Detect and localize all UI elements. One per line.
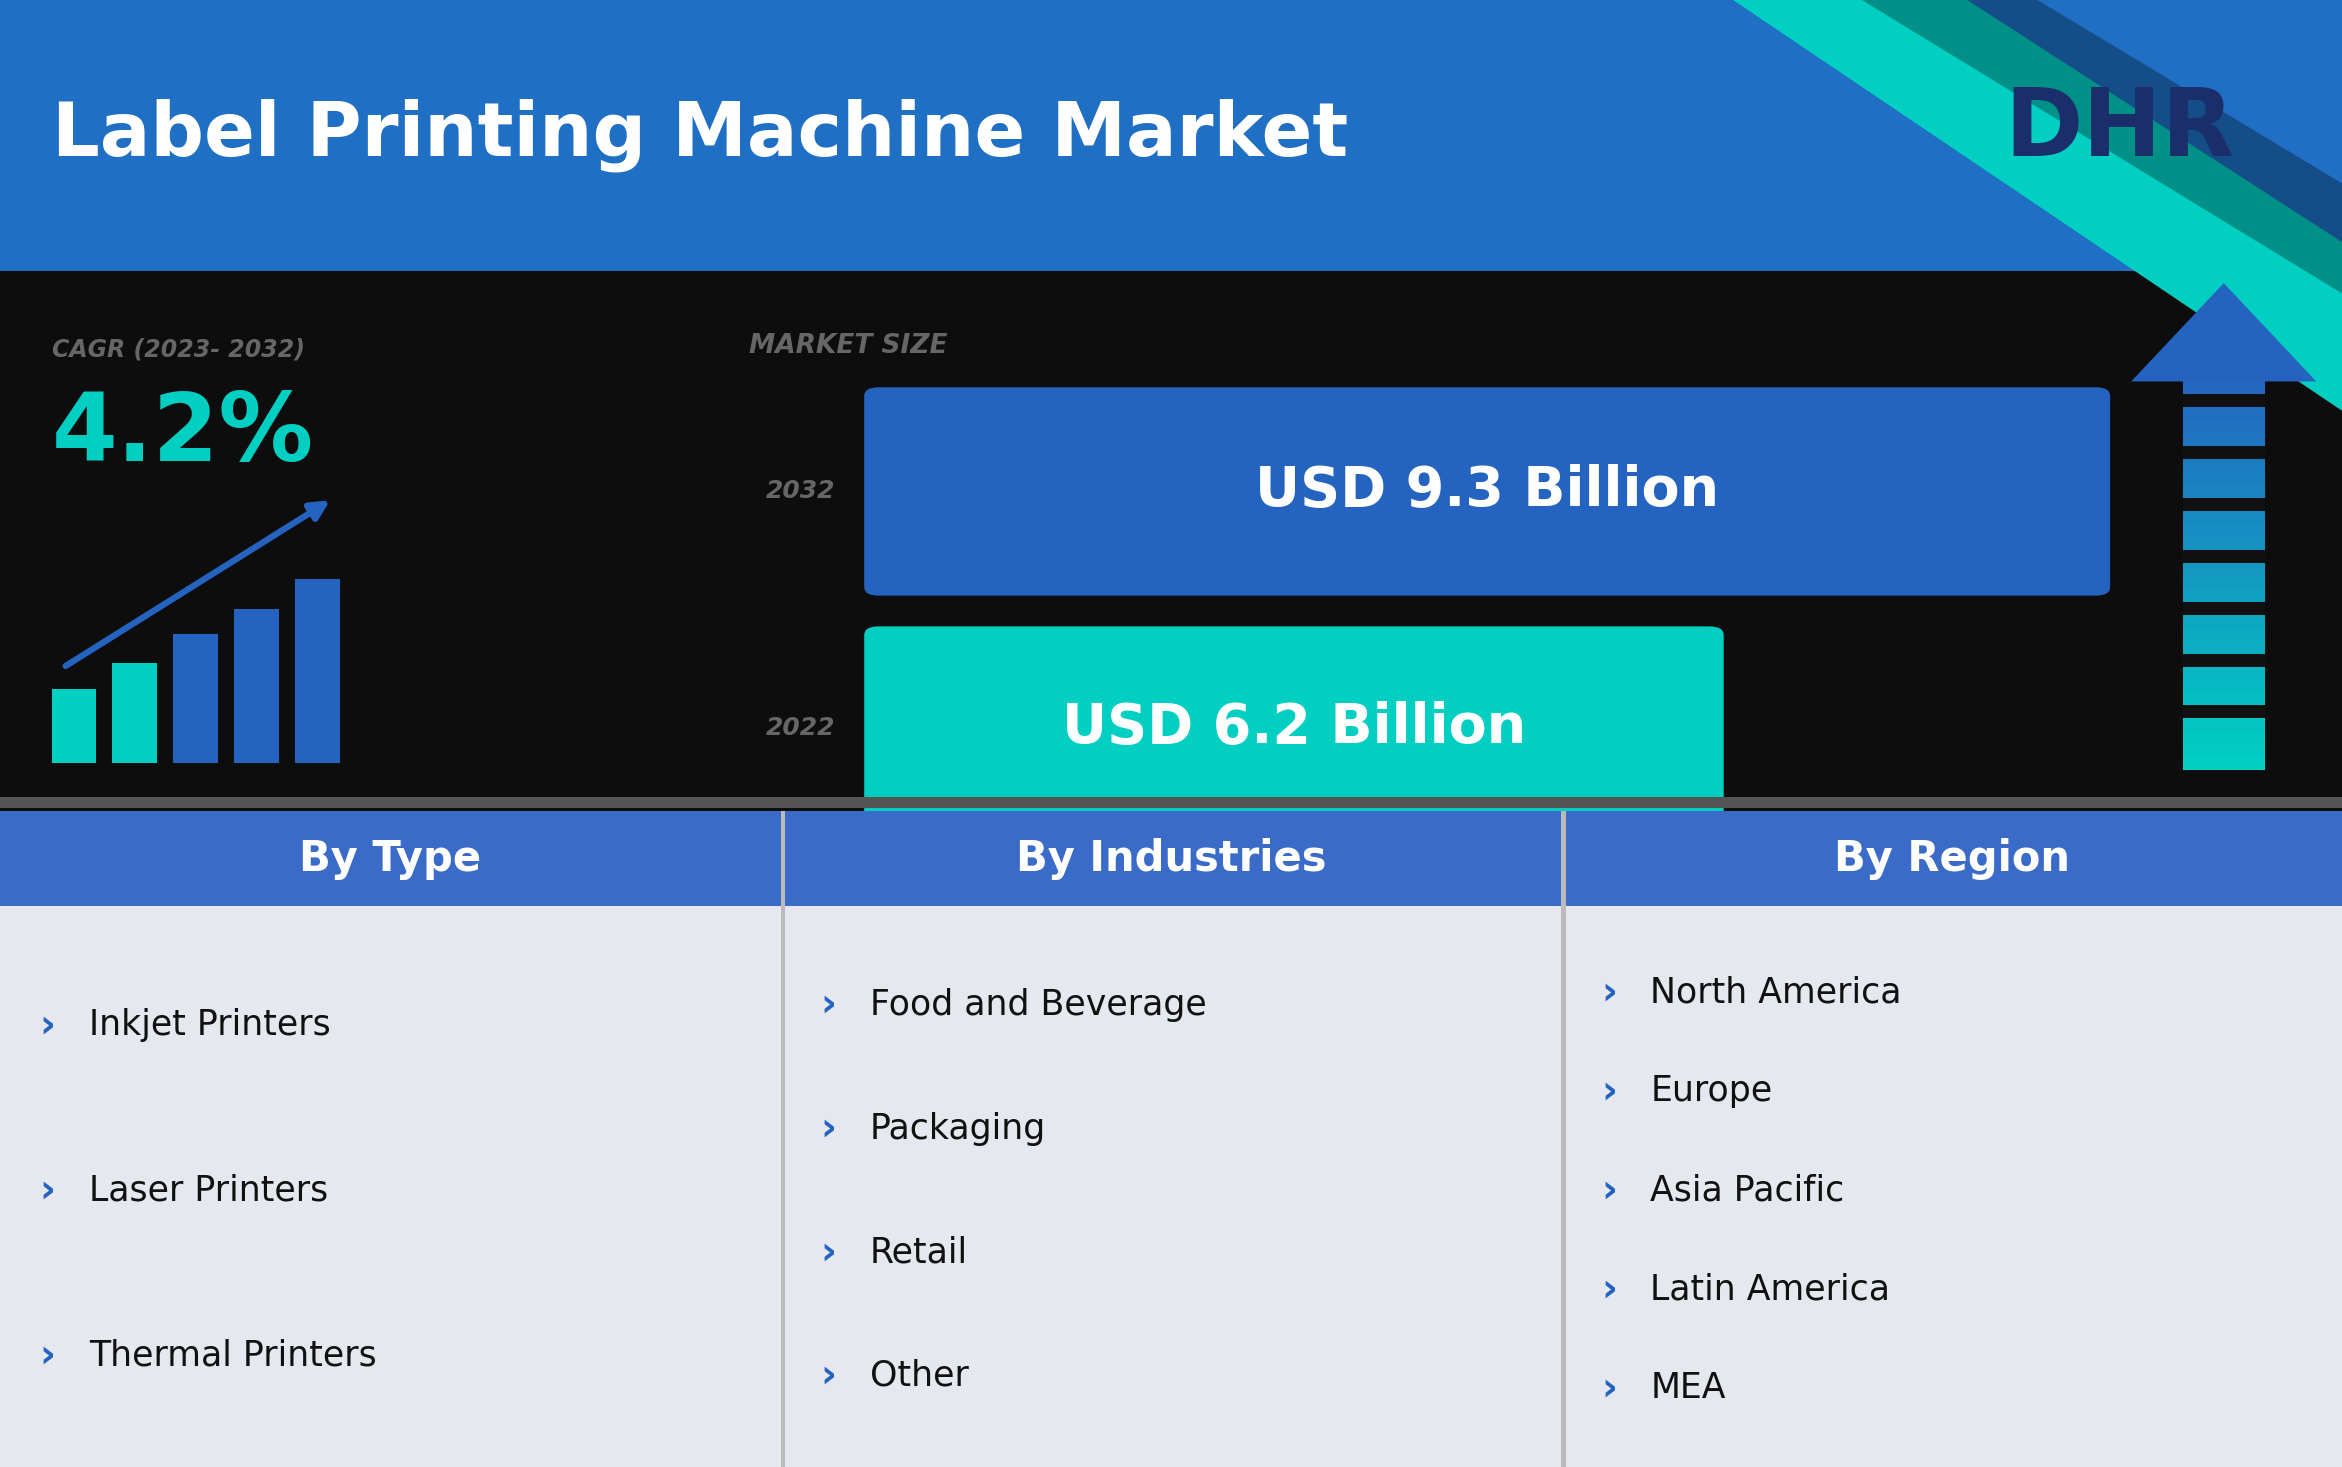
Bar	[2183, 381, 2265, 395]
Bar	[2183, 420, 2265, 433]
Bar	[2183, 563, 2265, 575]
Text: CAGR (2023- 2032): CAGR (2023- 2032)	[52, 337, 304, 361]
Text: Europe: Europe	[1651, 1074, 1773, 1109]
Bar	[234, 609, 279, 763]
Text: ›: ›	[820, 986, 836, 1024]
Bar	[2183, 719, 2265, 731]
Bar	[2183, 486, 2265, 499]
Bar	[173, 634, 218, 763]
Bar	[0, 797, 2342, 808]
Bar	[2183, 679, 2265, 692]
Bar	[2183, 692, 2265, 706]
Text: Retail: Retail	[869, 1235, 967, 1269]
Polygon shape	[1733, 0, 2342, 411]
Bar	[0, 271, 2342, 800]
Bar	[0, 811, 780, 1467]
Text: 2022: 2022	[766, 716, 836, 741]
Text: ›: ›	[1602, 974, 1616, 1011]
Bar	[2183, 575, 2265, 588]
Bar	[2183, 588, 2265, 601]
Bar	[2183, 654, 2265, 666]
Bar	[2183, 408, 2265, 420]
Text: Other: Other	[869, 1358, 970, 1392]
Bar	[2183, 524, 2265, 537]
FancyBboxPatch shape	[864, 626, 1724, 830]
Bar	[1562, 811, 1567, 1467]
Text: Asia Pacific: Asia Pacific	[1651, 1174, 1845, 1207]
Bar	[2183, 446, 2265, 459]
Bar	[1562, 811, 2342, 1467]
Text: MEA: MEA	[1651, 1372, 1726, 1405]
Bar	[2183, 615, 2265, 628]
Bar	[2183, 459, 2265, 472]
Bar	[2183, 433, 2265, 446]
Bar	[2183, 550, 2265, 563]
Text: Laser Printers: Laser Printers	[89, 1174, 328, 1207]
Text: ›: ›	[40, 1006, 56, 1045]
Text: ›: ›	[820, 1234, 836, 1272]
Bar	[2183, 601, 2265, 615]
Text: Food and Beverage: Food and Beverage	[869, 987, 1206, 1022]
Text: USD 6.2 Billion: USD 6.2 Billion	[1061, 701, 1527, 756]
Text: Packaging: Packaging	[869, 1112, 1047, 1146]
Bar	[2183, 706, 2265, 719]
Bar	[780, 811, 785, 1467]
Bar	[780, 811, 1562, 1467]
Bar	[2183, 537, 2265, 550]
Text: Inkjet Printers: Inkjet Printers	[89, 1008, 330, 1043]
Polygon shape	[2131, 283, 2316, 381]
Text: ›: ›	[1602, 1072, 1616, 1111]
Bar	[2183, 744, 2265, 757]
Text: DHR: DHR	[2005, 84, 2234, 176]
Text: ›: ›	[820, 1357, 836, 1395]
Bar	[780, 811, 1562, 907]
Bar	[2183, 757, 2265, 770]
Text: 4.2%: 4.2%	[52, 389, 314, 481]
Bar	[112, 663, 157, 763]
Text: Thermal Printers: Thermal Printers	[89, 1338, 377, 1372]
Bar	[2183, 666, 2265, 679]
Bar	[0, 0, 2342, 271]
Text: By Industries: By Industries	[1016, 838, 1326, 880]
Text: ›: ›	[40, 1171, 56, 1209]
Text: Label Printing Machine Market: Label Printing Machine Market	[52, 98, 1347, 173]
Bar	[2183, 731, 2265, 744]
Bar	[2183, 395, 2265, 408]
Polygon shape	[1862, 0, 2342, 293]
Text: 2032: 2032	[766, 480, 836, 503]
Bar	[1562, 811, 2342, 907]
Text: North America: North America	[1651, 976, 1902, 1009]
Bar	[2183, 511, 2265, 524]
Text: MARKET SIZE: MARKET SIZE	[749, 333, 949, 359]
Bar	[295, 579, 340, 763]
Text: USD 9.3 Billion: USD 9.3 Billion	[1255, 465, 1719, 518]
Text: ›: ›	[1602, 1171, 1616, 1209]
Text: By Type: By Type	[300, 838, 482, 880]
Text: ›: ›	[820, 1109, 836, 1147]
FancyBboxPatch shape	[864, 387, 2110, 596]
Text: By Region: By Region	[1834, 838, 2070, 880]
Bar	[52, 689, 96, 763]
Bar	[2183, 499, 2265, 511]
Bar	[2183, 628, 2265, 641]
Bar	[2183, 472, 2265, 486]
Text: ›: ›	[1602, 1369, 1616, 1407]
Text: ›: ›	[40, 1336, 56, 1375]
Text: ›: ›	[1602, 1270, 1616, 1309]
Text: Latin America: Latin America	[1651, 1272, 1890, 1306]
Bar	[2183, 641, 2265, 654]
Bar	[0, 811, 780, 907]
